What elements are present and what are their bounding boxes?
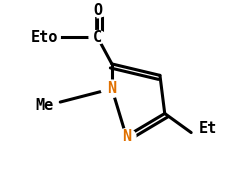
Text: Me: Me bbox=[35, 98, 54, 113]
Text: ||: || bbox=[92, 17, 107, 30]
Circle shape bbox=[198, 121, 218, 137]
Circle shape bbox=[89, 31, 106, 44]
Circle shape bbox=[88, 3, 107, 18]
Circle shape bbox=[117, 129, 136, 144]
Text: N: N bbox=[107, 81, 116, 96]
Circle shape bbox=[101, 80, 123, 97]
Text: C: C bbox=[93, 30, 102, 45]
Text: Eto: Eto bbox=[31, 30, 58, 45]
Text: Et: Et bbox=[199, 121, 217, 136]
Text: N: N bbox=[122, 129, 131, 144]
Circle shape bbox=[31, 95, 58, 116]
Circle shape bbox=[29, 25, 60, 50]
Text: O: O bbox=[93, 3, 102, 18]
